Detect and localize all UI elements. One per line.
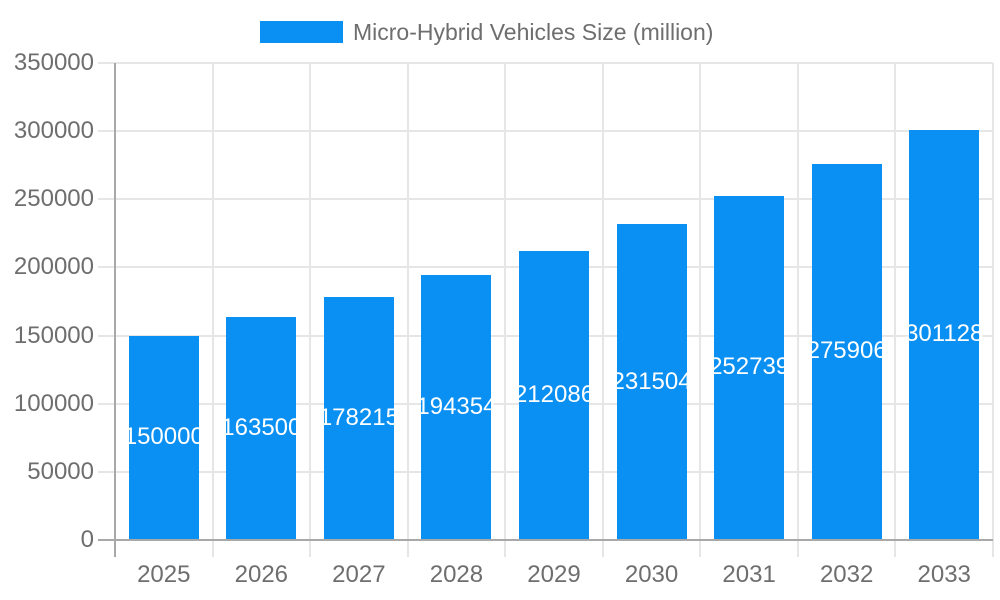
x-gridline — [406, 63, 409, 557]
legend-label: Micro-Hybrid Vehicles Size (million) — [353, 18, 714, 45]
bar-value-label: 301128 — [905, 320, 984, 348]
bar-value-label: 212086 — [513, 380, 595, 408]
legend-swatch — [260, 21, 343, 43]
bar-value-label: 231504 — [611, 367, 692, 395]
bar-2028[interactable] — [421, 275, 492, 539]
bar-2033[interactable] — [909, 129, 980, 539]
x-tick-label: 2029 — [527, 561, 581, 588]
y-tick-label: 100000 — [13, 389, 94, 417]
bar-2031[interactable] — [714, 195, 785, 539]
y-gridline — [98, 198, 993, 201]
x-axis-line — [98, 539, 993, 541]
bar-2026[interactable] — [226, 317, 297, 539]
bar-value-label: 275906 — [806, 337, 887, 365]
x-tick-label: 2031 — [722, 561, 776, 588]
y-tick-label: 0 — [80, 526, 94, 553]
bar-2030[interactable] — [616, 224, 687, 539]
x-gridline — [504, 63, 507, 557]
x-gridline — [699, 63, 702, 557]
y-gridline — [98, 130, 993, 133]
x-tick-label: 2028 — [429, 561, 484, 588]
legend-item[interactable]: Micro-Hybrid Vehicles Size (million) — [260, 18, 714, 45]
x-gridline — [894, 63, 897, 557]
y-gridline — [98, 62, 993, 64]
x-gridline — [211, 63, 214, 557]
y-tick-label: 250000 — [13, 185, 94, 213]
bar-value-label: 252739 — [709, 353, 790, 381]
x-tick-label: 2026 — [234, 561, 289, 588]
bar-value-label: 178215 — [318, 404, 399, 432]
y-tick-label: 350000 — [13, 49, 94, 76]
y-axis-line — [114, 63, 116, 557]
x-tick-label: 2025 — [137, 561, 191, 588]
bar-value-label: 194354 — [416, 393, 497, 421]
bar-2029[interactable] — [519, 250, 589, 539]
x-tick-label: 2032 — [819, 561, 874, 588]
bar-value-label: 163500 — [221, 414, 302, 442]
x-tick-label: 2030 — [624, 561, 679, 588]
y-tick-label: 50000 — [27, 457, 94, 485]
x-gridline — [309, 63, 312, 557]
x-gridline — [992, 63, 994, 557]
x-tick-label: 2027 — [332, 561, 386, 588]
x-gridline — [601, 63, 604, 557]
bar-value-label: 150000 — [123, 423, 204, 451]
x-gridline — [796, 63, 799, 557]
x-tick-label: 2033 — [917, 561, 971, 588]
y-tick-label: 150000 — [13, 321, 94, 349]
bar-2032[interactable] — [811, 163, 882, 539]
bar-2027[interactable] — [323, 297, 394, 539]
y-tick-label: 200000 — [13, 253, 94, 281]
y-tick-label: 300000 — [13, 117, 94, 145]
bar-2025[interactable] — [128, 335, 199, 539]
